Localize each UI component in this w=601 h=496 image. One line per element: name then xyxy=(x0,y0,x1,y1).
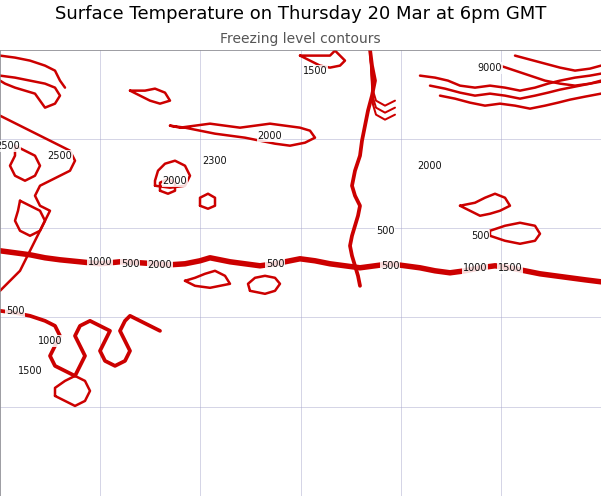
Text: 500: 500 xyxy=(376,226,394,236)
Text: 2000: 2000 xyxy=(418,161,442,171)
Text: 500: 500 xyxy=(266,259,284,269)
Text: 2000: 2000 xyxy=(163,176,188,186)
Text: 2000: 2000 xyxy=(258,130,282,141)
Text: Freezing level contours: Freezing level contours xyxy=(220,32,381,46)
Text: 500: 500 xyxy=(471,231,489,241)
Text: 2300: 2300 xyxy=(203,156,227,166)
Text: 9000: 9000 xyxy=(478,62,502,72)
Text: 1500: 1500 xyxy=(17,366,42,376)
Text: 500: 500 xyxy=(6,306,24,316)
Text: 1000: 1000 xyxy=(88,257,112,267)
Text: 1000: 1000 xyxy=(463,263,487,273)
Text: 1500: 1500 xyxy=(303,65,328,75)
Text: Surface Temperature on Thursday 20 Mar at 6pm GMT: Surface Temperature on Thursday 20 Mar a… xyxy=(55,5,546,23)
Text: 500: 500 xyxy=(121,259,139,269)
Text: 2500: 2500 xyxy=(47,151,72,161)
Text: 1500: 1500 xyxy=(498,263,522,273)
Text: 2000: 2000 xyxy=(148,260,172,270)
Text: 500: 500 xyxy=(381,261,399,271)
Text: 1000: 1000 xyxy=(38,336,63,346)
Text: 2500: 2500 xyxy=(0,141,20,151)
